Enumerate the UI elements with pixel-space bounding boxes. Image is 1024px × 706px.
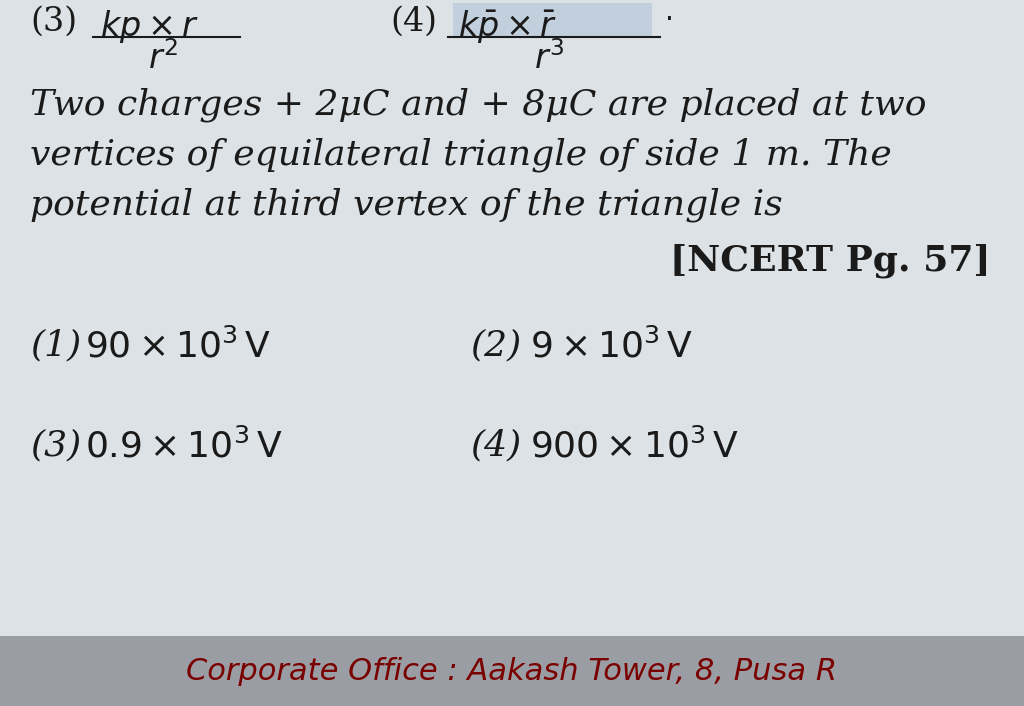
FancyBboxPatch shape <box>0 636 1024 706</box>
Text: $r^2$: $r^2$ <box>148 41 178 76</box>
Text: $90\times10^3\,\mathrm{V}$: $90\times10^3\,\mathrm{V}$ <box>85 328 271 364</box>
Text: potential at third vertex of the triangle is: potential at third vertex of the triangl… <box>30 188 782 222</box>
Text: Two charges + 2μC and + 8μC are placed at two: Two charges + 2μC and + 8μC are placed a… <box>30 88 927 123</box>
Text: $kp\times r$: $kp\times r$ <box>100 8 199 45</box>
Text: $0.9\times10^3\,\mathrm{V}$: $0.9\times10^3\,\mathrm{V}$ <box>85 428 283 465</box>
Text: [NCERT Pg. 57]: [NCERT Pg. 57] <box>670 243 990 277</box>
Text: vertices of equilateral triangle of side 1 m. The: vertices of equilateral triangle of side… <box>30 138 892 172</box>
Text: $r^3$: $r^3$ <box>534 41 564 76</box>
Text: (4): (4) <box>390 6 437 38</box>
FancyBboxPatch shape <box>453 3 652 37</box>
Text: (1): (1) <box>30 328 81 362</box>
Text: (3): (3) <box>30 428 81 462</box>
Text: (2): (2) <box>470 328 521 362</box>
Text: Corporate Office : Aakash Tower, 8, Pusa R: Corporate Office : Aakash Tower, 8, Pusa… <box>186 657 838 686</box>
Text: (4): (4) <box>470 428 521 462</box>
Text: $900\times10^3\,\mathrm{V}$: $900\times10^3\,\mathrm{V}$ <box>530 428 739 465</box>
Text: ·: · <box>665 6 674 34</box>
Text: $k\bar{p}\times\bar{r}$: $k\bar{p}\times\bar{r}$ <box>458 8 557 45</box>
Text: $9\times10^3\,\mathrm{V}$: $9\times10^3\,\mathrm{V}$ <box>530 328 693 364</box>
Text: (3): (3) <box>30 6 77 38</box>
